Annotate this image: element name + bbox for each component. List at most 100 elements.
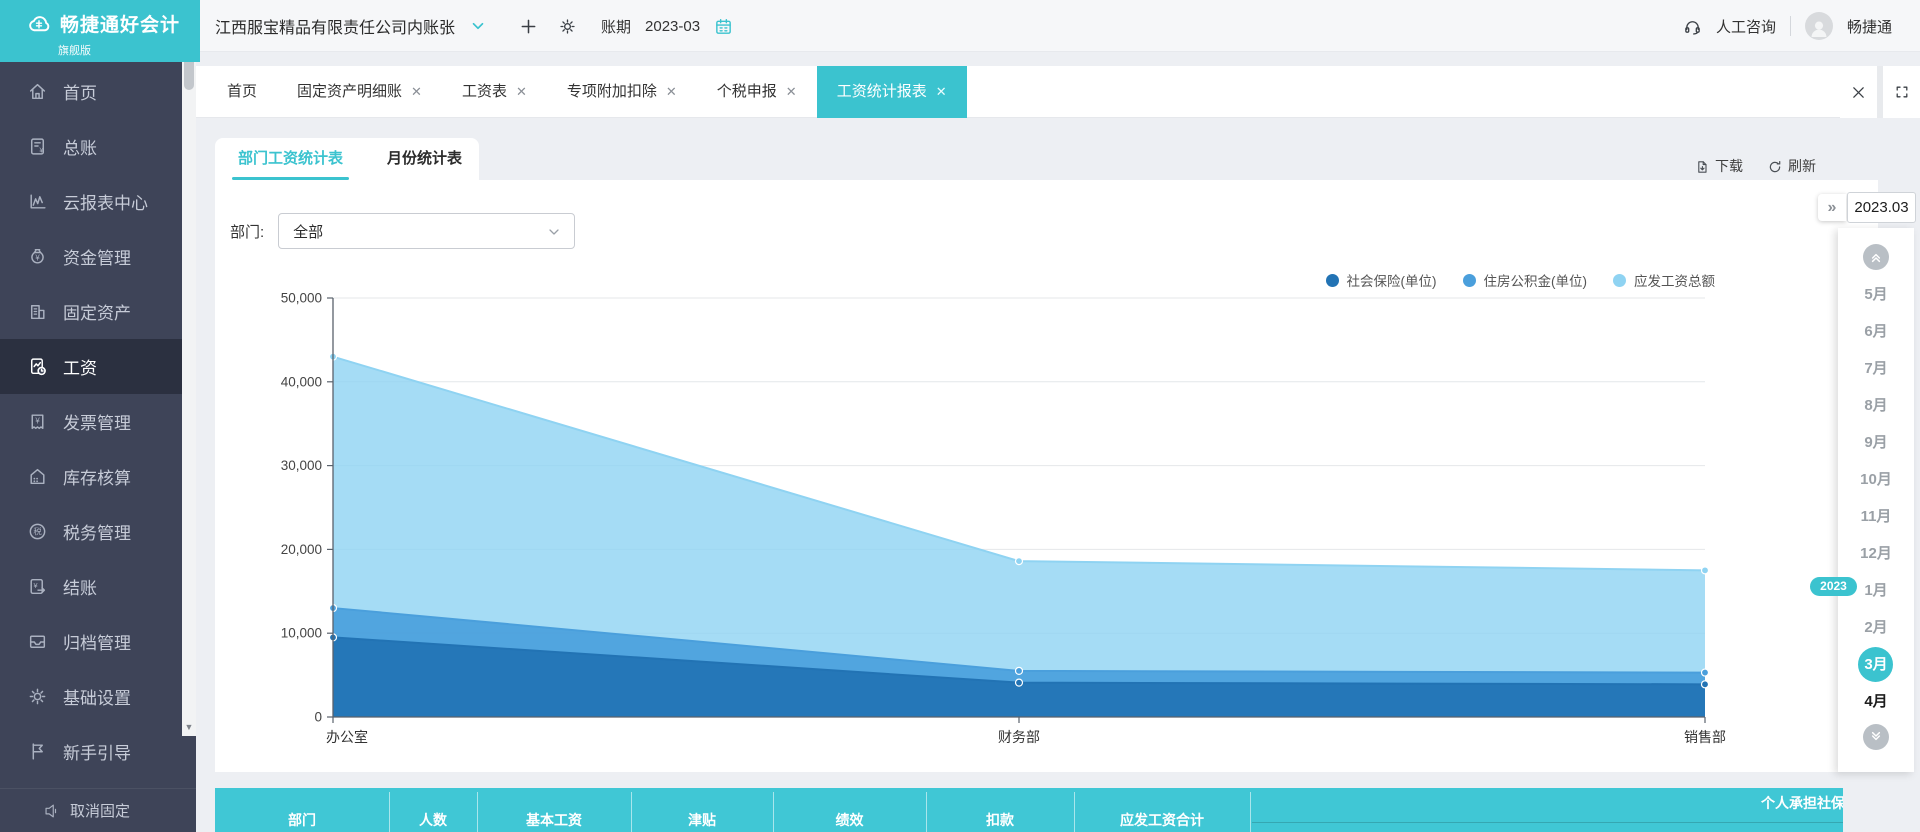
- subtab-department-salary[interactable]: 部门工资统计表: [231, 138, 350, 180]
- month-item-8月[interactable]: 8月: [1864, 397, 1888, 414]
- close-all-tabs-button[interactable]: [1840, 66, 1877, 118]
- sidebar-item-ledger[interactable]: ¥ 总账: [0, 119, 182, 174]
- year-badge: 2023: [1810, 577, 1857, 596]
- refresh-label: 刷新: [1788, 158, 1816, 174]
- svg-text:40,000: 40,000: [281, 374, 322, 389]
- legend-item[interactable]: 住房公积金(单位): [1462, 270, 1588, 290]
- sidebar-item-fund[interactable]: ¥ 资金管理: [0, 229, 182, 284]
- fullscreen-button[interactable]: [1883, 66, 1920, 118]
- table-column-header: 绩效: [835, 812, 864, 828]
- sidebar-item-closing[interactable]: ¥ 结账: [0, 559, 182, 614]
- sidebar-item-settings[interactable]: 基础设置: [0, 669, 182, 724]
- user-icon: [1811, 21, 1827, 37]
- refresh-icon: [1769, 160, 1781, 172]
- sidebar-item-asset[interactable]: 固定资产: [0, 284, 182, 339]
- tab-close-icon[interactable]: ✕: [665, 84, 677, 99]
- sidebar-item-guide[interactable]: 新手引导: [0, 724, 182, 779]
- user-name[interactable]: 畅捷通: [1846, 18, 1892, 36]
- refresh-button[interactable]: 刷新: [1767, 156, 1816, 176]
- tab-close-icon[interactable]: ✕: [785, 84, 797, 99]
- month-item-7月[interactable]: 7月: [1864, 360, 1888, 377]
- cloud-logo-icon: [26, 11, 52, 37]
- legend-item[interactable]: 社会保险(单位): [1325, 270, 1437, 290]
- svg-text:办公室: 办公室: [326, 729, 368, 745]
- legend-item[interactable]: 应发工资总额: [1613, 270, 1715, 290]
- current-period-display[interactable]: 2023.03: [1847, 192, 1916, 223]
- tab-5[interactable]: 工资统计报表 ✕: [816, 66, 967, 118]
- month-item-5月[interactable]: 5月: [1864, 286, 1888, 303]
- sidebar-item-label: 固定资产: [63, 304, 131, 323]
- month-item-9月[interactable]: 9月: [1864, 434, 1888, 451]
- home-icon: [29, 83, 46, 100]
- avatar[interactable]: [1804, 12, 1833, 40]
- unpin-sidebar-button[interactable]: 取消固定: [0, 788, 196, 832]
- legend-dot: [1325, 273, 1339, 287]
- tab-3[interactable]: 专项附加扣除 ✕: [547, 66, 697, 118]
- tab-label: 专项附加扣除: [566, 83, 657, 100]
- column-divider: [389, 792, 390, 832]
- month-item-6月[interactable]: 6月: [1864, 323, 1888, 340]
- month-item-12月[interactable]: 12月: [1860, 545, 1892, 562]
- pin-icon: [45, 804, 57, 817]
- scrollbar-thumb[interactable]: [184, 38, 194, 90]
- sidebar-item-salary[interactable]: 工资: [0, 339, 182, 394]
- sidebar-item-archive[interactable]: 归档管理: [0, 614, 182, 669]
- sidebar-item-home[interactable]: 首页: [0, 64, 182, 119]
- company-dropdown-button[interactable]: [469, 17, 487, 35]
- table-column-header: 应发工资合计: [1120, 812, 1204, 828]
- divider: [1789, 16, 1791, 36]
- legend-dot: [1613, 273, 1626, 287]
- table-column-header: 津贴: [688, 812, 716, 828]
- tab-close-icon[interactable]: ✕: [515, 84, 527, 99]
- download-button[interactable]: 下载: [1694, 156, 1743, 176]
- settings-gear-button[interactable]: [558, 17, 577, 36]
- svg-text:30,000: 30,000: [281, 458, 322, 473]
- tab-close-icon[interactable]: ✕: [935, 84, 947, 99]
- tab-2[interactable]: 工资表 ✕: [442, 66, 547, 118]
- inventory-icon: [30, 468, 45, 485]
- tab-label: 工资统计报表: [836, 83, 927, 100]
- sidebar-item-tax[interactable]: 税 税务管理: [0, 504, 182, 559]
- sidebar-scrollbar[interactable]: ▲ ▼: [182, 0, 196, 736]
- tab-4[interactable]: 个税申报 ✕: [697, 66, 817, 118]
- sidebar-item-invoice[interactable]: ¥ 发票管理: [0, 394, 182, 449]
- months-scroll-up-button[interactable]: [1863, 244, 1889, 270]
- month-item-3月[interactable]: 3月: [1854, 646, 1898, 683]
- period-value[interactable]: 2023-03: [645, 17, 701, 35]
- column-divider: [477, 792, 478, 832]
- add-account-button[interactable]: [519, 17, 538, 36]
- legend-label: 住房公积金(单位): [1483, 274, 1588, 289]
- month-item-4月[interactable]: 4月: [1864, 693, 1888, 710]
- subtab-monthly[interactable]: 月份统计表: [387, 150, 463, 167]
- scrollbar-down-arrow[interactable]: ▼: [184, 722, 194, 732]
- tab-0[interactable]: 首页: [207, 66, 277, 118]
- sidebar-item-inventory[interactable]: 库存核算: [0, 449, 182, 504]
- company-selector[interactable]: 江西服宝精品有限责任公司内账张: [215, 20, 456, 37]
- months-scroll-down-button[interactable]: [1863, 724, 1889, 750]
- sidebar-item-report[interactable]: 云报表中心: [0, 174, 182, 229]
- calendar-icon-button[interactable]: [714, 17, 733, 36]
- ledger-icon: ¥: [30, 138, 44, 155]
- chevdown-icon: [472, 22, 484, 29]
- dbldown-icon: [1871, 731, 1881, 741]
- area-chart-svg: 0 10,000 20,000 30,000 40,000 50,000 办公室 财务部 销售部: [281, 291, 1726, 746]
- tax-icon: 税: [29, 523, 46, 540]
- panel-collapse-button[interactable]: »: [1818, 194, 1846, 221]
- month-item-2月[interactable]: 2月: [1864, 619, 1888, 636]
- month-item-11月[interactable]: 11月: [1860, 508, 1892, 525]
- column-divider: [926, 792, 927, 832]
- tab-close-icon[interactable]: ✕: [411, 84, 422, 99]
- month-item-10月[interactable]: 10月: [1860, 471, 1892, 488]
- column-divider: [631, 792, 632, 832]
- svg-text:¥: ¥: [35, 416, 40, 425]
- table-column-header: 部门: [288, 812, 316, 828]
- department-select[interactable]: 全部: [278, 213, 576, 249]
- tab-1[interactable]: 固定资产明细账 ✕: [277, 66, 442, 118]
- month-item-1月[interactable]: 1月: [1864, 582, 1888, 599]
- document-tab-bar: 首页 固定资产明细账 ✕ 工资表 ✕ 专项附加扣除 ✕ 个税申报 ✕ 工资统计报表 ✕: [196, 66, 1920, 118]
- department-filter-label: 部门:: [230, 223, 265, 241]
- sidebar-item-label: 总账: [63, 139, 97, 158]
- consult-link[interactable]: 人工咨询: [1715, 18, 1776, 36]
- cloud-icon: [29, 15, 50, 31]
- legend-label: 社会保险(单位): [1346, 274, 1437, 289]
